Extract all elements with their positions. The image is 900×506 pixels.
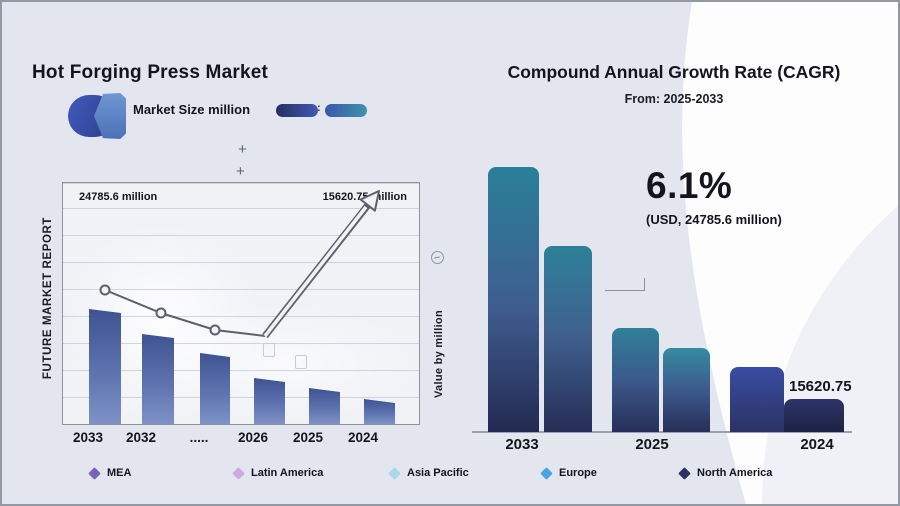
cagr-x-label-2024: 2024 — [800, 436, 834, 453]
legend-label: North America — [697, 467, 773, 479]
cagr-bar-2025-b — [663, 348, 710, 432]
cagr-bar-2025-a — [612, 328, 659, 432]
bar-2025 — [309, 388, 340, 424]
legend-item-asia-pacific: Asia Pacific — [388, 466, 469, 480]
legend-label: MEA — [107, 467, 132, 479]
bar-2026 — [254, 378, 285, 424]
cagr-2024-value-label: 15620.75 — [789, 378, 852, 395]
market-size-label: Market Size million — [133, 102, 251, 117]
ratio-separator: : — [317, 102, 321, 114]
start-value-annotation: 24785.6 million — [79, 191, 158, 203]
legend-label: Asia Pacific — [407, 467, 469, 479]
x-label-ellipsis: ..... — [189, 430, 209, 445]
value-axis-label: Value by million — [433, 310, 445, 398]
ghost-document-icon — [263, 343, 275, 357]
cagr-x-label-2025: 2025 — [635, 436, 669, 453]
trend-line-arrow — [99, 190, 380, 339]
legend-swatch-4 — [678, 466, 691, 480]
cagr-bar-2033-b — [544, 246, 592, 432]
cagr-detail: (USD, 24785.6 million) — [646, 212, 782, 227]
legend-swatch-3 — [540, 466, 553, 480]
bar-ellipsis — [200, 353, 230, 424]
legend-item-north-america: North America — [678, 466, 773, 480]
bar-2024 — [364, 399, 395, 424]
callout-bracket — [605, 278, 645, 291]
legend-label: Latin America — [251, 467, 324, 479]
cylinder-icon — [68, 93, 126, 139]
circled-minus-icon — [431, 251, 444, 264]
legend-item-mea: MEA — [88, 466, 132, 480]
cagr-x-label-2033: 2033 — [505, 436, 539, 453]
bar-2032 — [142, 334, 174, 424]
x-label-2033: 2033 — [72, 430, 104, 445]
cagr-title: Compound Annual Growth Rate (CAGR) — [507, 62, 841, 82]
x-label-2032: 2032 — [125, 430, 157, 445]
ratio-pill-left — [276, 104, 318, 117]
plus-mark-icon: + — [238, 141, 247, 158]
cagr-axis-line — [472, 431, 852, 433]
cagr-bar-2033-a — [488, 167, 539, 432]
bar-2033 — [89, 309, 121, 424]
legend-item-latin-america: Latin America — [232, 466, 324, 480]
page-title: Hot Forging Press Market — [32, 62, 269, 83]
ratio-pill-right — [325, 104, 367, 117]
brand-watermark: FUTURE MARKET REPORT — [42, 216, 54, 380]
x-label-2024: 2024 — [347, 430, 379, 445]
legend-label: Europe — [559, 467, 597, 479]
cagr-value: 6.1% — [646, 165, 733, 206]
legend-swatch-2 — [388, 466, 401, 480]
cagr-bar-2024-b — [784, 399, 844, 432]
cagr-bar-2024-a — [730, 367, 784, 432]
plus-mark-icon: + — [236, 163, 245, 180]
ghost-document-icon — [295, 355, 307, 369]
x-label-2026: 2026 — [237, 430, 269, 445]
legend-item-europe: Europe — [540, 466, 597, 480]
legend-swatch-0 — [88, 466, 101, 480]
market-size-chart: 24785.6 million 15620.75 million — [62, 182, 420, 425]
x-label-2025: 2025 — [292, 430, 324, 445]
cagr-subtitle: From: 2025-2033 — [624, 92, 724, 106]
legend-swatch-1 — [232, 466, 245, 480]
region-legend: MEA Latin America Asia Pacific Europe No… — [2, 466, 898, 489]
